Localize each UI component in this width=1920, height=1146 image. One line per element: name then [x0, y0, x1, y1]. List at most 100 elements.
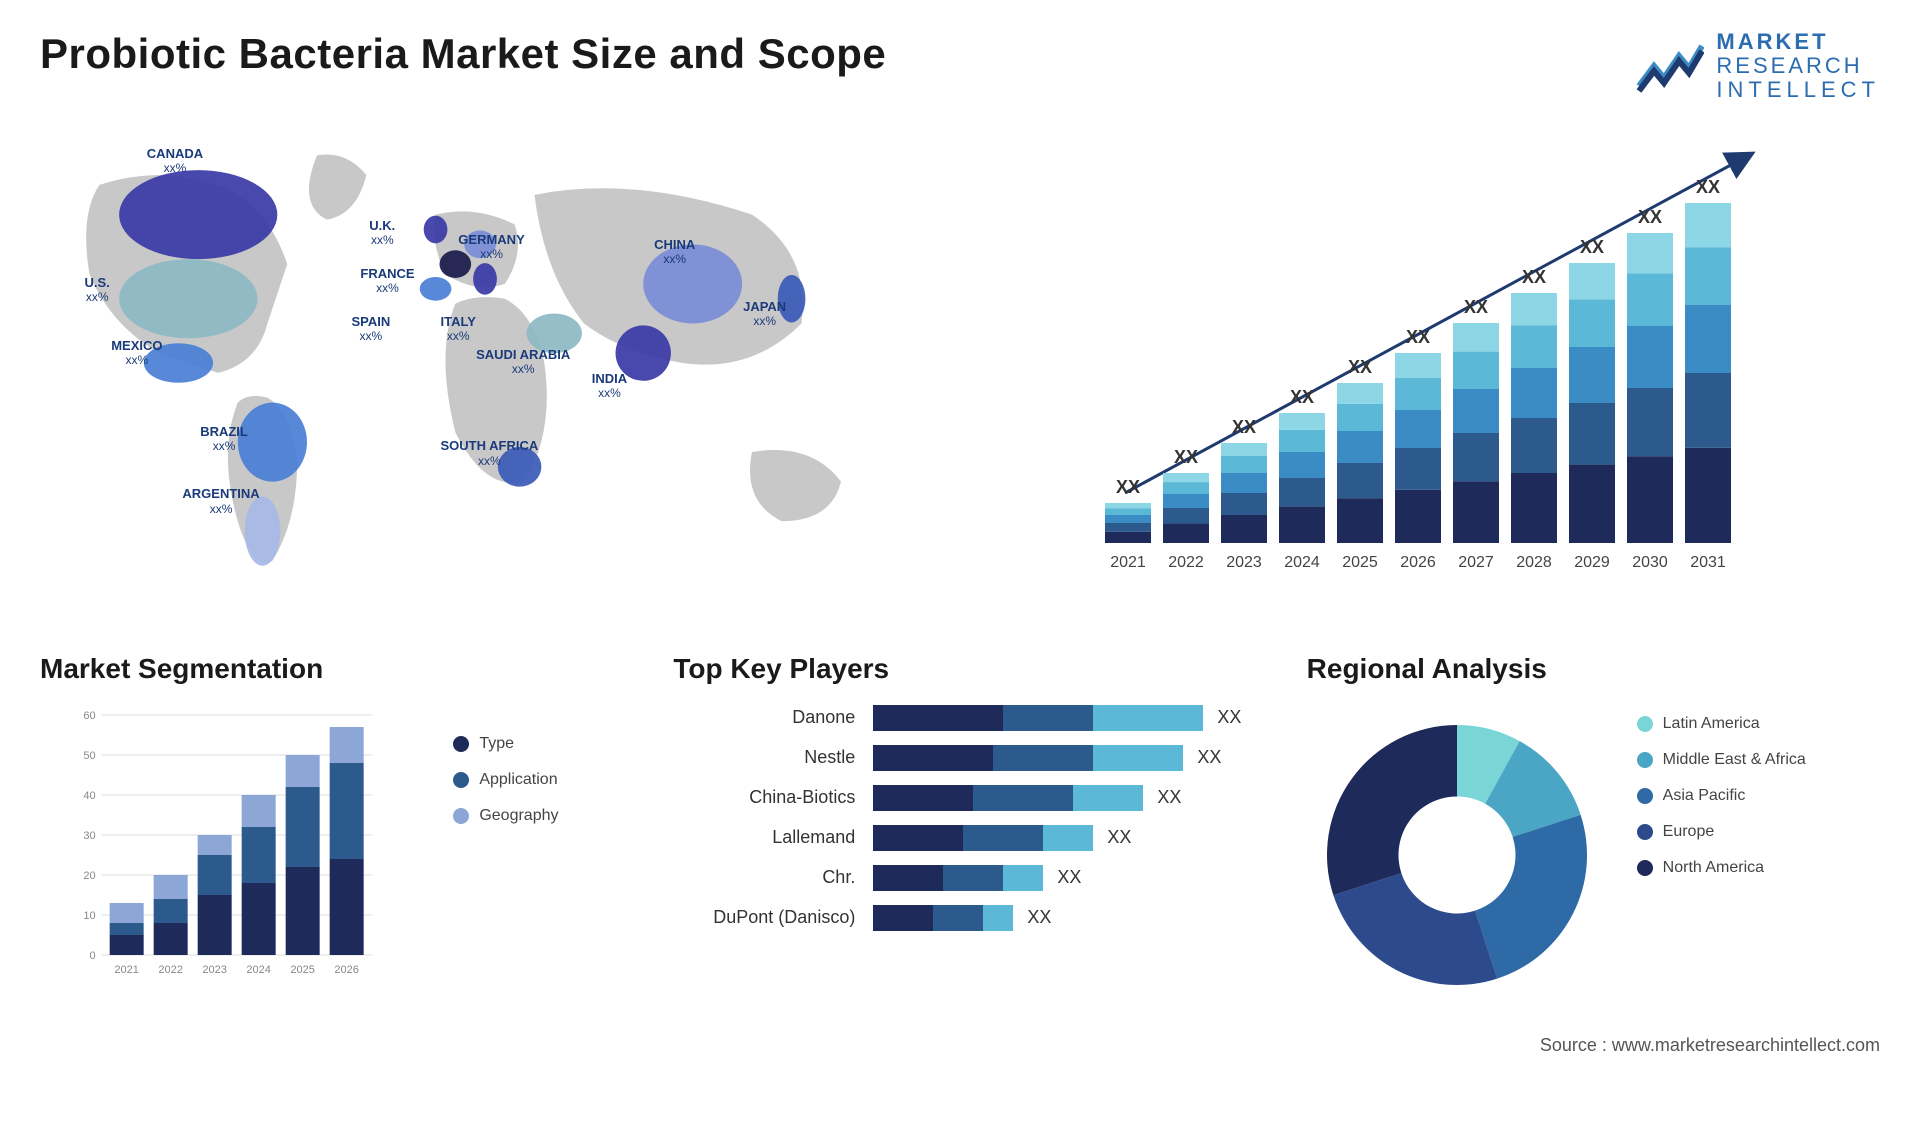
legend-item: Geography	[453, 807, 613, 825]
map-label: SAUDI ARABIAxx%	[476, 348, 570, 377]
logo-icon	[1634, 36, 1704, 96]
svg-text:2026: 2026	[334, 964, 358, 976]
svg-text:XX: XX	[1116, 477, 1140, 497]
segmentation-title: Market Segmentation	[40, 653, 613, 685]
svg-text:XX: XX	[1580, 237, 1604, 257]
source-attribution: Source : www.marketresearchintellect.com	[40, 1035, 1880, 1056]
svg-text:XX: XX	[1696, 177, 1720, 197]
player-row: China-Biotics XX	[673, 785, 1246, 811]
page-title: Probiotic Bacteria Market Size and Scope	[40, 30, 886, 78]
player-name: China-Biotics	[673, 787, 873, 808]
segmentation-chart: 0 10 20 30 40 50 60 2021 2022 2023 2024 2025 2026	[40, 705, 423, 985]
svg-text:2031: 2031	[1690, 554, 1726, 571]
legend-item: Type	[453, 735, 613, 753]
players-title: Top Key Players	[673, 653, 1246, 685]
player-bar	[873, 865, 1043, 891]
world-map-panel: CANADAxx%U.S.xx%MEXICOxx%BRAZILxx%ARGENT…	[40, 123, 930, 603]
map-label: SOUTH AFRICAxx%	[441, 439, 539, 468]
player-bar	[873, 785, 1143, 811]
player-row: Chr. XX	[673, 865, 1246, 891]
players-panel: Top Key Players DanoneXXNestleXXChina-Bi…	[673, 653, 1246, 1005]
svg-text:2024: 2024	[1284, 554, 1320, 571]
regional-legend: Latin America Middle East & Africa Asia Pa…	[1637, 705, 1806, 895]
player-value: XX	[1157, 787, 1181, 808]
svg-text:2025: 2025	[290, 964, 314, 976]
map-label: CHINAxx%	[654, 238, 695, 267]
player-name: DuPont (Danisco)	[673, 907, 873, 928]
map-label: INDIAxx%	[592, 372, 627, 401]
svg-text:60: 60	[83, 710, 95, 722]
svg-text:2023: 2023	[202, 964, 226, 976]
legend-item: Latin America	[1637, 715, 1806, 733]
segmentation-legend: Type Application Geography	[453, 705, 613, 985]
player-value: XX	[1057, 867, 1081, 888]
svg-text:20: 20	[83, 870, 95, 882]
svg-text:XX: XX	[1406, 327, 1430, 347]
svg-text:XX: XX	[1174, 447, 1198, 467]
legend-item: Middle East & Africa	[1637, 751, 1806, 769]
map-label: JAPANxx%	[743, 300, 786, 329]
regional-donut	[1307, 705, 1607, 1005]
map-label: ARGENTINAxx%	[182, 487, 259, 516]
player-row: Nestle XX	[673, 745, 1246, 771]
player-name: Nestle	[673, 747, 873, 768]
svg-text:40: 40	[83, 790, 95, 802]
svg-text:XX: XX	[1638, 207, 1662, 227]
legend-item: North America	[1637, 859, 1806, 877]
legend-item: Asia Pacific	[1637, 787, 1806, 805]
map-label: U.K.xx%	[369, 219, 395, 248]
player-value: XX	[1107, 827, 1131, 848]
map-label: GERMANYxx%	[458, 233, 524, 262]
logo-text: MARKET RESEARCH INTELLECT	[1716, 30, 1880, 103]
svg-text:2022: 2022	[158, 964, 182, 976]
map-label: BRAZILxx%	[200, 425, 248, 454]
logo-line-2: RESEARCH	[1716, 54, 1880, 78]
svg-text:2024: 2024	[246, 964, 270, 976]
player-value: XX	[1027, 907, 1051, 928]
map-label: U.S.xx%	[85, 276, 110, 305]
legend-item: Application	[453, 771, 613, 789]
svg-text:XX: XX	[1522, 267, 1546, 287]
map-label: ITALYxx%	[441, 315, 476, 344]
player-value: XX	[1217, 707, 1241, 728]
svg-text:2021: 2021	[1110, 554, 1146, 571]
map-label: FRANCExx%	[360, 267, 414, 296]
logo-line-3: INTELLECT	[1716, 78, 1880, 102]
player-name: Chr.	[673, 867, 873, 888]
svg-text:2030: 2030	[1632, 554, 1668, 571]
header: Probiotic Bacteria Market Size and Scope…	[40, 30, 1880, 103]
segmentation-panel: Market Segmentation 0 10 20 30 40 50 60 2021 202…	[40, 653, 613, 1005]
svg-text:2025: 2025	[1342, 554, 1378, 571]
player-name: Lallemand	[673, 827, 873, 848]
svg-text:30: 30	[83, 830, 95, 842]
player-bar	[873, 825, 1093, 851]
svg-text:2021: 2021	[114, 964, 138, 976]
svg-text:0: 0	[90, 950, 96, 962]
player-row: Danone XX	[673, 705, 1246, 731]
svg-text:2023: 2023	[1226, 554, 1262, 571]
svg-text:50: 50	[83, 750, 95, 762]
growth-chart: XX 2021 XX 2022 XX 2023 XX 2024 XX 2025 XX 2026 XX 20…	[990, 123, 1880, 583]
svg-text:2028: 2028	[1516, 554, 1552, 571]
logo-line-1: MARKET	[1716, 30, 1880, 54]
player-name: Danone	[673, 707, 873, 728]
map-label: CANADAxx%	[147, 147, 203, 176]
player-value: XX	[1197, 747, 1221, 768]
player-bar	[873, 745, 1183, 771]
player-row: Lallemand XX	[673, 825, 1246, 851]
svg-text:2029: 2029	[1574, 554, 1610, 571]
svg-text:XX: XX	[1348, 357, 1372, 377]
regional-panel: Regional Analysis Latin America Middle Ea…	[1307, 653, 1880, 1005]
regional-title: Regional Analysis	[1307, 653, 1880, 685]
svg-text:10: 10	[83, 910, 95, 922]
players-chart: DanoneXXNestleXXChina-BioticsXXLallemand…	[673, 705, 1246, 931]
svg-text:2022: 2022	[1168, 554, 1204, 571]
player-bar	[873, 705, 1203, 731]
svg-text:XX: XX	[1464, 297, 1488, 317]
legend-item: Europe	[1637, 823, 1806, 841]
player-row: DuPont (Danisco) XX	[673, 905, 1246, 931]
player-bar	[873, 905, 1013, 931]
svg-text:2027: 2027	[1458, 554, 1494, 571]
svg-text:XX: XX	[1232, 417, 1256, 437]
svg-text:2026: 2026	[1400, 554, 1436, 571]
